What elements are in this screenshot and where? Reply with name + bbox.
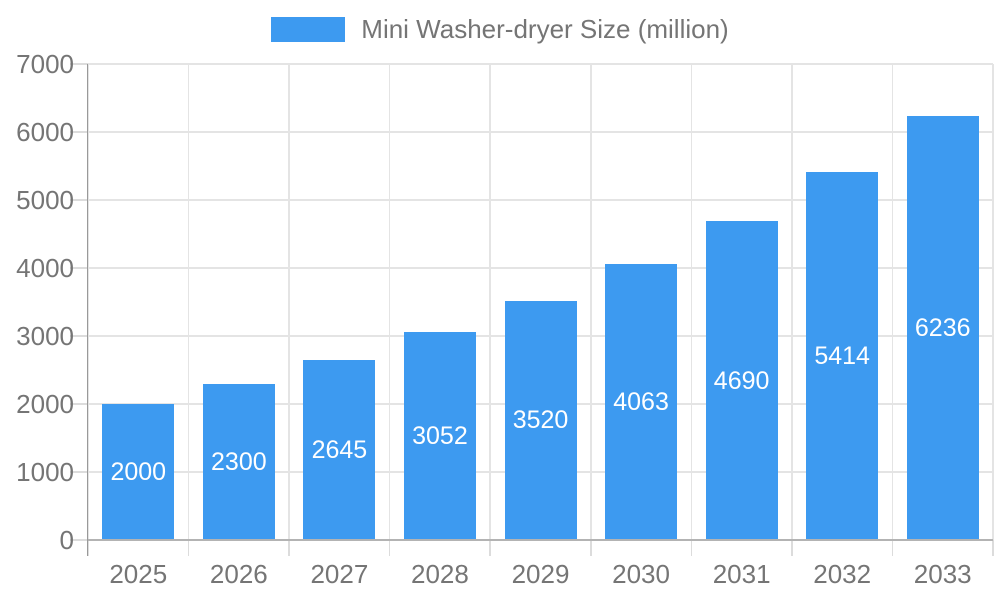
x-axis-tick-label: 2030	[612, 559, 670, 589]
bar[interactable]	[605, 263, 678, 540]
x-axis-tick-mark	[489, 540, 491, 556]
x-axis-tick-label: 2031	[712, 559, 771, 589]
x-axis-tick-mark	[690, 540, 693, 556]
bar-value-label: 5414	[814, 341, 870, 370]
gridline-horizontal	[88, 199, 993, 201]
gridline-vertical	[690, 64, 693, 540]
gridline-vertical	[590, 64, 592, 540]
bar-value-label: 3052	[412, 422, 468, 451]
x-axis-tick-label: 2032	[813, 559, 872, 589]
legend-label: Mini Washer-dryer Size (million)	[361, 14, 729, 44]
gridline-horizontal	[88, 63, 993, 65]
y-axis-tick-mark	[70, 471, 88, 473]
y-axis-tick-mark	[70, 267, 88, 269]
gridline-vertical	[187, 64, 190, 540]
x-axis-tick-label: 2025	[109, 559, 168, 589]
gridline-horizontal	[88, 267, 993, 269]
bar[interactable]	[202, 383, 275, 540]
gridline-vertical	[87, 64, 89, 540]
legend-swatch-icon	[271, 16, 346, 42]
x-axis-tick-mark	[187, 540, 190, 556]
x-axis-tick-label: 2033	[913, 559, 972, 589]
bar-value-label: 2645	[311, 436, 368, 465]
bar[interactable]	[303, 360, 376, 540]
bar[interactable]	[906, 115, 979, 540]
y-axis-tick-mark	[70, 335, 88, 337]
x-axis-tick-mark	[992, 540, 994, 556]
y-axis-line	[86, 64, 88, 556]
y-axis-tick-label: 2000	[16, 389, 74, 419]
y-axis-tick-label: 3000	[16, 321, 74, 351]
bar-value-label: 3520	[512, 406, 569, 435]
x-axis-tick-label: 2027	[310, 559, 369, 589]
x-axis-tick-mark	[388, 540, 391, 556]
y-axis-tick-mark	[70, 63, 88, 65]
x-axis-tick-mark	[891, 540, 894, 556]
x-axis-tick-mark	[87, 540, 89, 556]
bar[interactable]	[806, 171, 879, 540]
y-axis-tick-mark	[70, 403, 88, 405]
y-axis-tick-mark	[70, 539, 88, 541]
y-axis-tick-label: 1000	[16, 457, 74, 487]
bar[interactable]	[102, 404, 175, 540]
bar-value-label: 4690	[713, 366, 770, 395]
y-axis-tick-label: 6000	[16, 117, 74, 147]
bar[interactable]	[403, 332, 476, 540]
x-axis-tick-mark	[590, 540, 592, 556]
y-axis-tick-label: 0	[59, 525, 74, 555]
gridline-horizontal	[88, 131, 993, 133]
gridline-vertical	[388, 64, 391, 540]
bar[interactable]	[504, 300, 577, 540]
gridline-vertical	[992, 64, 994, 540]
y-axis-tick-mark	[70, 199, 88, 201]
legend[interactable]: Mini Washer-dryer Size (million)	[0, 14, 1000, 44]
x-axis-line	[88, 539, 993, 541]
gridline-vertical	[791, 64, 793, 540]
bar[interactable]	[705, 221, 778, 540]
bar-value-label: 6236	[914, 313, 971, 342]
y-axis-tick-label: 4000	[16, 253, 74, 283]
x-axis-tick-label: 2026	[209, 559, 268, 589]
x-axis-tick-label: 2028	[411, 559, 469, 589]
y-axis-tick-mark	[70, 131, 88, 133]
y-axis-tick-label: 7000	[16, 49, 74, 79]
y-axis-tick-label: 5000	[16, 185, 74, 215]
gridline-vertical	[891, 64, 894, 540]
bar-value-label: 2000	[110, 458, 167, 486]
x-axis-tick-mark	[288, 540, 290, 556]
bar-value-label: 2300	[211, 447, 267, 476]
gridline-vertical	[489, 64, 491, 540]
bar-value-label: 4063	[613, 387, 669, 416]
x-axis-tick-label: 2029	[511, 559, 570, 589]
gridline-vertical	[288, 64, 290, 540]
x-axis-tick-mark	[791, 540, 793, 556]
